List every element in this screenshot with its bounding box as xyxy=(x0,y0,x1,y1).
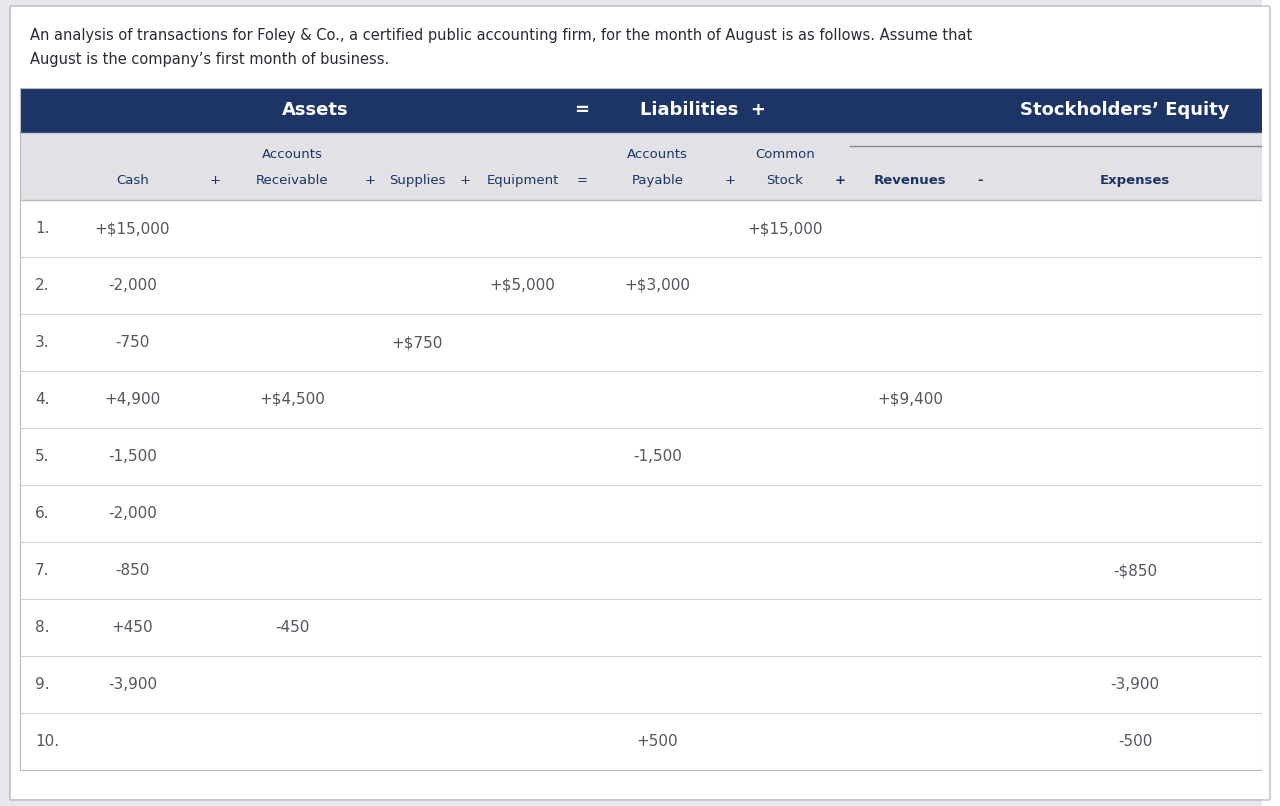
Text: 9.: 9. xyxy=(35,677,50,692)
Text: -1,500: -1,500 xyxy=(634,449,682,464)
Bar xyxy=(20,88,1262,132)
Text: -1,500: -1,500 xyxy=(108,449,157,464)
Text: 2.: 2. xyxy=(35,278,50,293)
Text: =: = xyxy=(576,174,588,188)
Text: -2,000: -2,000 xyxy=(108,506,157,521)
Text: An analysis of transactions for Foley & Co., a certified public accounting firm,: An analysis of transactions for Foley & … xyxy=(29,28,973,43)
Text: +$15,000: +$15,000 xyxy=(95,221,170,236)
Text: -750: -750 xyxy=(115,335,150,350)
Text: +$5,000: +$5,000 xyxy=(489,278,556,293)
Text: Expenses: Expenses xyxy=(1100,174,1170,188)
Text: -3,900: -3,900 xyxy=(1111,677,1160,692)
Text: Receivable: Receivable xyxy=(256,174,329,188)
Text: 10.: 10. xyxy=(35,734,59,749)
Bar xyxy=(20,88,1262,770)
Bar xyxy=(1262,0,1280,806)
Text: Accounts: Accounts xyxy=(627,148,687,161)
Text: 5.: 5. xyxy=(35,449,50,464)
Text: 1.: 1. xyxy=(35,221,50,236)
Text: Stockholders’ Equity: Stockholders’ Equity xyxy=(1020,101,1230,119)
Text: August is the company’s first month of business.: August is the company’s first month of b… xyxy=(29,52,389,67)
Text: -$850: -$850 xyxy=(1112,563,1157,578)
Text: Liabilities  +: Liabilities + xyxy=(640,101,765,119)
Text: -: - xyxy=(977,174,983,188)
Text: +4,900: +4,900 xyxy=(105,392,160,407)
Text: Cash: Cash xyxy=(116,174,148,188)
Text: Accounts: Accounts xyxy=(262,148,323,161)
Text: -2,000: -2,000 xyxy=(108,278,157,293)
Text: 8.: 8. xyxy=(35,620,50,635)
Text: Common: Common xyxy=(755,148,815,161)
Text: -500: -500 xyxy=(1117,734,1152,749)
Text: +$3,000: +$3,000 xyxy=(625,278,690,293)
Text: +500: +500 xyxy=(636,734,678,749)
Text: Assets: Assets xyxy=(282,101,348,119)
Text: +450: +450 xyxy=(111,620,154,635)
Text: +: + xyxy=(210,174,220,188)
Text: +: + xyxy=(365,174,375,188)
Text: +$15,000: +$15,000 xyxy=(748,221,823,236)
FancyBboxPatch shape xyxy=(10,6,1270,800)
Text: -3,900: -3,900 xyxy=(108,677,157,692)
Text: 7.: 7. xyxy=(35,563,50,578)
Text: +$9,400: +$9,400 xyxy=(877,392,943,407)
Text: =: = xyxy=(575,101,590,119)
Text: Revenues: Revenues xyxy=(874,174,946,188)
Text: +: + xyxy=(460,174,471,188)
Text: 4.: 4. xyxy=(35,392,50,407)
Text: +: + xyxy=(724,174,736,188)
Text: -850: -850 xyxy=(115,563,150,578)
Bar xyxy=(20,132,1262,200)
Text: Stock: Stock xyxy=(767,174,804,188)
Text: Payable: Payable xyxy=(631,174,684,188)
Text: 3.: 3. xyxy=(35,335,50,350)
Text: +: + xyxy=(835,174,846,188)
Text: +$4,500: +$4,500 xyxy=(260,392,325,407)
Text: +$750: +$750 xyxy=(392,335,443,350)
Text: Supplies: Supplies xyxy=(389,174,445,188)
Text: 6.: 6. xyxy=(35,506,50,521)
Text: -450: -450 xyxy=(275,620,310,635)
Text: Equipment: Equipment xyxy=(486,174,558,188)
